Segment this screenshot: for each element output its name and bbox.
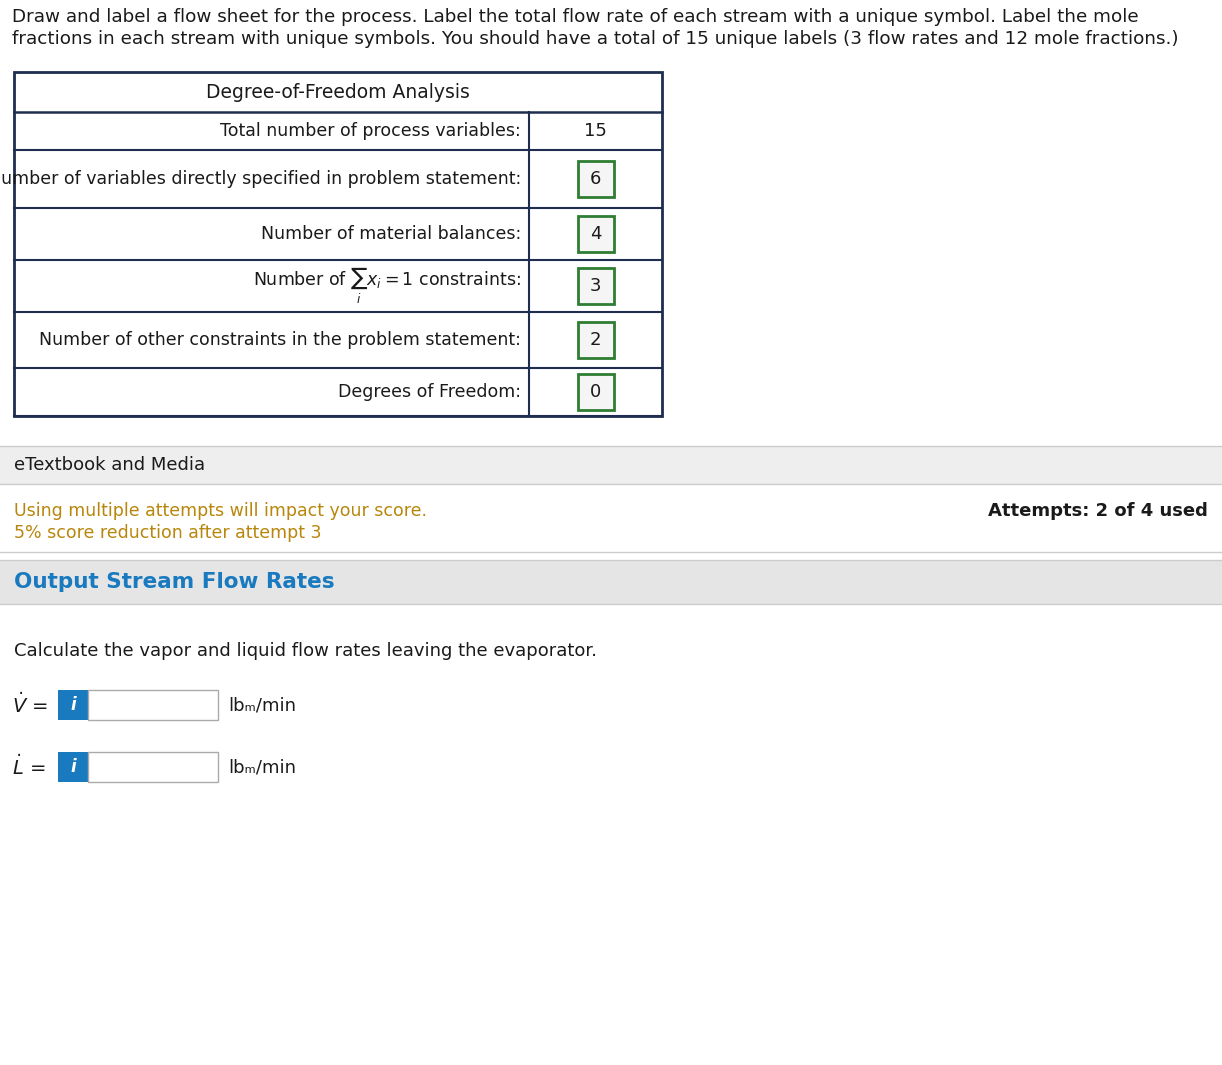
Bar bbox=[578, 161, 613, 197]
Text: $\dot{L}$ =: $\dot{L}$ = bbox=[12, 755, 45, 780]
Text: $\dot{V}$ =: $\dot{V}$ = bbox=[12, 692, 48, 718]
Text: Output Stream Flow Rates: Output Stream Flow Rates bbox=[13, 572, 335, 592]
Bar bbox=[0, 446, 1222, 484]
Text: Number of material balances:: Number of material balances: bbox=[262, 225, 521, 243]
Text: 4: 4 bbox=[590, 225, 601, 243]
Text: i: i bbox=[70, 697, 76, 714]
Bar bbox=[578, 374, 613, 410]
Bar bbox=[57, 752, 88, 782]
Text: Attempts: 2 of 4 used: Attempts: 2 of 4 used bbox=[989, 502, 1209, 520]
Text: Total number of process variables:: Total number of process variables: bbox=[220, 122, 521, 140]
Bar bbox=[578, 216, 613, 252]
Text: fractions in each stream with unique symbols. You should have a total of 15 uniq: fractions in each stream with unique sym… bbox=[12, 30, 1179, 48]
Text: lbₘ/min: lbₘ/min bbox=[229, 697, 296, 714]
Text: 6: 6 bbox=[590, 170, 601, 189]
Text: Number of $\sum_i x_i = 1$ constraints:: Number of $\sum_i x_i = 1$ constraints: bbox=[253, 266, 521, 306]
Text: Degree-of-Freedom Analysis: Degree-of-Freedom Analysis bbox=[207, 82, 470, 101]
Text: Using multiple attempts will impact your score.: Using multiple attempts will impact your… bbox=[13, 502, 426, 520]
Bar bbox=[578, 322, 613, 358]
Bar bbox=[13, 72, 662, 416]
Text: i: i bbox=[70, 758, 76, 776]
Bar bbox=[88, 690, 218, 720]
Text: 5% score reduction after attempt 3: 5% score reduction after attempt 3 bbox=[13, 524, 321, 542]
Text: Degrees of Freedom:: Degrees of Freedom: bbox=[338, 383, 521, 402]
Bar bbox=[88, 752, 218, 782]
Bar bbox=[578, 268, 613, 304]
Text: lbₘ/min: lbₘ/min bbox=[229, 758, 296, 776]
Bar bbox=[0, 560, 1222, 604]
Text: 0: 0 bbox=[590, 383, 601, 402]
Bar bbox=[57, 690, 88, 720]
Text: 3: 3 bbox=[590, 277, 601, 295]
Text: 2: 2 bbox=[590, 331, 601, 349]
Text: eTextbook and Media: eTextbook and Media bbox=[13, 456, 205, 474]
Text: Number of variables directly specified in problem statement:: Number of variables directly specified i… bbox=[0, 170, 521, 189]
Text: 15: 15 bbox=[584, 122, 607, 140]
Text: Draw and label a flow sheet for the process. Label the total flow rate of each s: Draw and label a flow sheet for the proc… bbox=[12, 9, 1139, 26]
Text: Calculate the vapor and liquid flow rates leaving the evaporator.: Calculate the vapor and liquid flow rate… bbox=[13, 642, 598, 660]
Text: Number of other constraints in the problem statement:: Number of other constraints in the probl… bbox=[39, 331, 521, 349]
